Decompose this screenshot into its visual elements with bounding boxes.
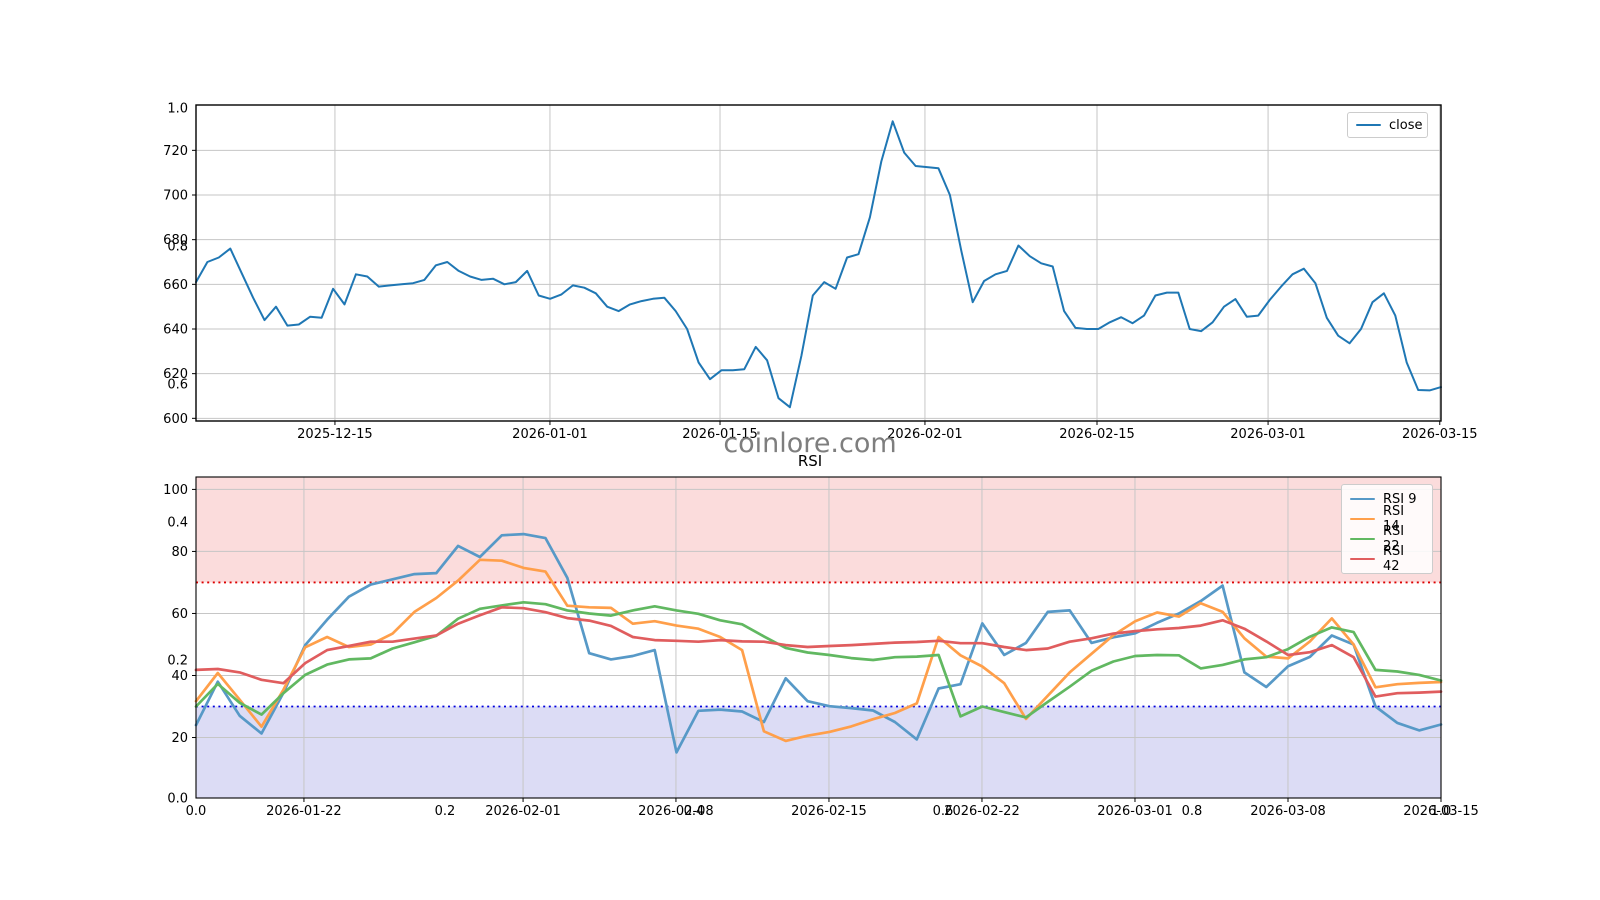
legend-row-rsi42: RSI 42 (1350, 544, 1424, 574)
y-tick-label: 80 (171, 545, 188, 560)
rsi-chart: 20 40 60 80 100 2026-01-22 2026-02-01 2026-02-0… (163, 476, 1479, 819)
y-tick-label: 680 (163, 233, 188, 248)
x-tick-label: 2026-02-01 (485, 804, 561, 819)
y-tick-label: 620 (163, 367, 188, 382)
rsi22-legend-label: RSI 22 (1383, 524, 1405, 554)
rsi-22-line (194, 600, 1443, 719)
y-tick-label: 640 (163, 322, 188, 337)
legend-row-rsi22: RSI 22 (1350, 524, 1424, 554)
y-tick-label: 660 (163, 278, 188, 293)
rsi14-line-swatch (1350, 517, 1375, 521)
x-tick-label: 2026-03-15 (1403, 804, 1479, 819)
overlay-x-tick-label: 0.0 (186, 804, 207, 819)
close-line-swatch (1356, 124, 1381, 126)
y-tick-label: 700 (163, 188, 188, 203)
rsi9-line-swatch (1350, 497, 1375, 501)
overlay-x-tick-label: 0.8 (1182, 804, 1203, 819)
x-tick-label: 2026-01-01 (512, 427, 588, 442)
price-legend: close (1347, 112, 1428, 138)
overlay-y-tick-label: 0.4 (167, 516, 188, 531)
overlay-x-tick-label: 0.6 (933, 804, 954, 819)
x-tick-label: 2026-02-01 (887, 427, 963, 442)
rsi42-line-swatch (1350, 557, 1375, 561)
watermark: coinlore.com (723, 428, 897, 459)
x-tick-label: 2026-03-08 (1250, 804, 1326, 819)
rsi42-legend-label: RSI 42 (1383, 544, 1405, 574)
y-tick-label: 100 (163, 483, 188, 498)
overlay-y-tick-label: 1.0 (167, 102, 188, 117)
x-tick-label: 2026-01-15 (682, 427, 758, 442)
rsi22-line-swatch (1350, 537, 1375, 541)
price-chart: 600 620 640 660 680 700 720 2025-12-15 2026-01-0… (163, 104, 1478, 442)
overlay-x-tick-label: 0.2 (435, 804, 456, 819)
x-tick-label: 2026-02-08 (638, 804, 714, 819)
axes-spine (195, 476, 1442, 799)
y-tick-label: 20 (171, 731, 188, 746)
rsi-legend: RSI 9 RSI 14 RSI 22 RSI 42 (1341, 484, 1433, 574)
overlay-x-tick-label: 0.4 (684, 804, 705, 819)
oversold-band (196, 706, 1441, 798)
rsi-9-line (194, 532, 1443, 754)
overlay-y-tick-label: 0.0 (167, 792, 188, 807)
legend-row-rsi9: RSI 9 (1350, 489, 1424, 509)
x-tick-label: 2026-03-01 (1230, 427, 1306, 442)
rsi-chart-title: RSI (797, 452, 823, 470)
rsi14-legend-label: RSI 14 (1383, 504, 1405, 534)
axes-spine (195, 104, 1442, 422)
y-tick-label: 600 (163, 412, 188, 427)
x-tick-label: 2026-02-15 (1059, 427, 1135, 442)
x-tick-label: 2026-01-22 (266, 804, 342, 819)
overlay-y-tick-label: 0.8 (167, 240, 188, 255)
rsi9-legend-label: RSI 9 (1383, 491, 1417, 507)
x-tick-label: 2026-02-22 (944, 804, 1020, 819)
rsi-42-line (194, 605, 1443, 698)
overbought-band (196, 477, 1441, 583)
y-tick-label: 40 (171, 669, 188, 684)
x-tick-label: 2026-03-01 (1097, 804, 1173, 819)
x-tick-label: 2026-03-15 (1402, 427, 1478, 442)
close-line (195, 120, 1442, 409)
overlay-x-tick-label: 1.0 (1431, 804, 1452, 819)
legend-row-rsi14: RSI 14 (1350, 504, 1424, 534)
y-tick-label: 60 (171, 607, 188, 622)
overlay-y-tick-label: 0.6 (167, 378, 188, 393)
overlay-axis-labels: 1.0 0.8 0.6 0.4 0.2 0.00.0 0.2 0.4 0.6 0.8 1.0 (167, 102, 1451, 820)
x-tick-label: 2025-12-15 (297, 427, 373, 442)
y-tick-label: 720 (163, 144, 188, 159)
overlay-y-tick-label: 0.2 (167, 654, 188, 669)
close-legend-label: close (1389, 117, 1423, 133)
x-tick-label: 2026-02-15 (791, 804, 867, 819)
